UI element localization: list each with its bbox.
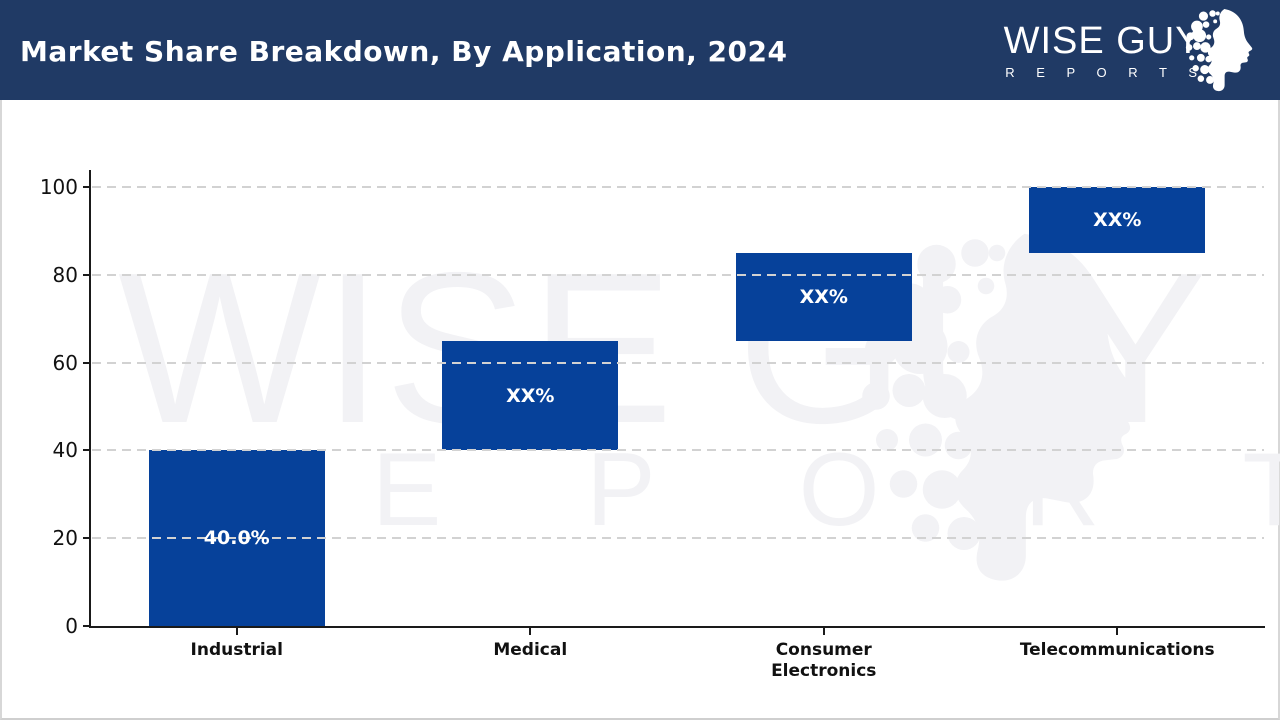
gridline-40 bbox=[92, 449, 1264, 452]
chart-canvas: WISE GUY R E P O R T S 020406080100Indus… bbox=[0, 100, 1280, 720]
y-tick-60 bbox=[83, 361, 89, 364]
dotted-face-profile-icon bbox=[1185, 8, 1253, 92]
x-tick-2 bbox=[529, 628, 532, 635]
y-tick-100 bbox=[83, 186, 89, 188]
y-axis-line bbox=[89, 170, 91, 628]
y-tick-label-60: 60 bbox=[52, 350, 78, 375]
y-tick-80 bbox=[83, 273, 89, 276]
y-tick-label-20: 20 bbox=[52, 526, 78, 551]
category-label-4: Telecommunications bbox=[1019, 640, 1215, 660]
y-tick-label-80: 80 bbox=[52, 262, 78, 287]
bar-consumer-electronics bbox=[735, 252, 912, 341]
header: Market Share Breakdown, By Application, … bbox=[0, 0, 1280, 100]
bar-telecommunications bbox=[1029, 187, 1206, 253]
page-title: Market Share Breakdown, By Application, … bbox=[20, 35, 788, 68]
y-tick-label-40: 40 bbox=[52, 438, 78, 463]
category-label-3: Consumer Electronics bbox=[771, 640, 877, 682]
bar-value-label-3: XX% bbox=[799, 285, 848, 308]
y-tick-label-0: 0 bbox=[65, 614, 78, 638]
y-tick-0 bbox=[83, 625, 89, 627]
y-tick-20 bbox=[83, 537, 89, 540]
y-tick-40 bbox=[83, 449, 89, 452]
logo-text: WISE GUY R E P O R T S bbox=[999, 20, 1206, 80]
x-axis-line bbox=[89, 626, 1265, 628]
gridline-80 bbox=[92, 273, 1264, 276]
gridline-100 bbox=[92, 186, 1264, 188]
category-label-2: Medical bbox=[493, 640, 568, 660]
bar-medical bbox=[442, 340, 619, 451]
x-tick-4 bbox=[1116, 628, 1119, 635]
logo-wordmark: WISE GUY bbox=[1003, 20, 1202, 62]
bar-value-label-2: XX% bbox=[506, 384, 555, 407]
category-label-1: Industrial bbox=[190, 640, 283, 660]
watermark-face-icon bbox=[862, 233, 1143, 581]
gridline-60 bbox=[92, 361, 1264, 364]
x-tick-1 bbox=[235, 628, 238, 635]
x-tick-3 bbox=[822, 628, 825, 635]
gridline-20 bbox=[92, 537, 1264, 540]
brand-logo: WISE GUY R E P O R T S bbox=[999, 6, 1266, 94]
logo-subtext: R E P O R T S bbox=[1005, 65, 1206, 80]
bar-value-label-1: 40.0% bbox=[203, 527, 270, 550]
bar-value-label-4: XX% bbox=[1093, 208, 1142, 231]
y-tick-label-100: 100 bbox=[39, 175, 78, 199]
